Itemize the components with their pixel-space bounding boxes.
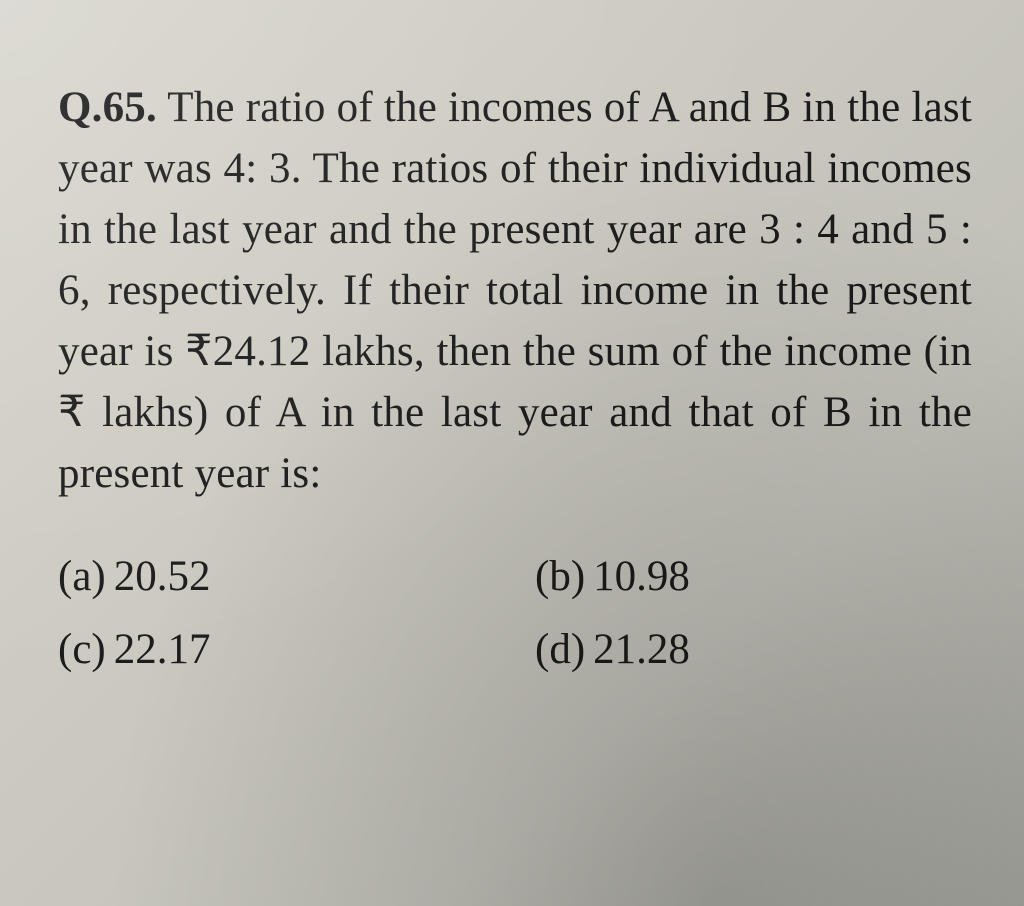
option-d[interactable]: (d)21.28 <box>535 620 972 680</box>
question-text: Q.65. The ratio of the incomes of A and … <box>58 77 972 504</box>
option-d-label: (d) <box>535 626 585 673</box>
option-b-label: (b) <box>535 553 585 600</box>
question-number: Q.65. <box>58 84 157 131</box>
option-d-value: 21.28 <box>593 626 690 673</box>
option-c-label: (c) <box>58 626 106 673</box>
option-c-value: 22.17 <box>114 626 211 673</box>
options-grid: (a)20.52 (b)10.98 (c)22.17 (d)21.28 <box>58 547 972 679</box>
option-b[interactable]: (b)10.98 <box>535 547 972 607</box>
option-a-value: 20.52 <box>114 553 211 600</box>
option-c[interactable]: (c)22.17 <box>58 620 495 680</box>
option-b-value: 10.98 <box>593 553 690 600</box>
question-body: The ratio of the incomes of A and B in t… <box>58 84 972 497</box>
option-a[interactable]: (a)20.52 <box>58 547 495 607</box>
option-a-label: (a) <box>58 553 106 600</box>
